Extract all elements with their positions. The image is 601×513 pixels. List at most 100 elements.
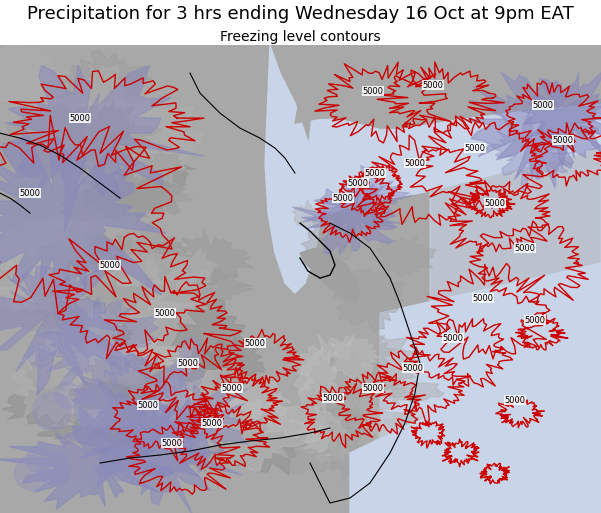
Text: 5000: 5000 (347, 179, 368, 188)
Polygon shape (37, 421, 137, 445)
Polygon shape (84, 422, 148, 473)
Polygon shape (60, 101, 204, 182)
Polygon shape (0, 218, 122, 266)
Text: 5000: 5000 (484, 199, 505, 208)
Text: 5000: 5000 (465, 144, 486, 152)
Polygon shape (99, 222, 194, 282)
Polygon shape (263, 406, 345, 438)
Polygon shape (334, 162, 409, 223)
Text: 5000: 5000 (403, 364, 424, 372)
Polygon shape (58, 419, 116, 492)
Polygon shape (376, 236, 436, 278)
Polygon shape (198, 410, 313, 475)
Polygon shape (377, 437, 428, 468)
Polygon shape (328, 402, 361, 453)
Polygon shape (300, 45, 601, 223)
Text: 5000: 5000 (177, 359, 198, 367)
Polygon shape (79, 338, 184, 381)
Polygon shape (0, 406, 174, 510)
Polygon shape (266, 290, 308, 363)
Polygon shape (0, 125, 166, 299)
Circle shape (123, 420, 137, 435)
Polygon shape (325, 405, 356, 431)
Polygon shape (60, 190, 149, 222)
Polygon shape (492, 112, 572, 191)
Polygon shape (41, 208, 131, 282)
Polygon shape (40, 343, 144, 405)
Polygon shape (0, 266, 129, 396)
Polygon shape (61, 356, 172, 407)
Text: 5000: 5000 (162, 439, 183, 447)
Text: 5000: 5000 (362, 384, 383, 392)
Polygon shape (321, 376, 406, 403)
Polygon shape (326, 427, 392, 483)
Text: Precipitation for 3 hrs ending Wednesday 16 Oct at 9pm EAT: Precipitation for 3 hrs ending Wednesday… (27, 5, 574, 23)
Polygon shape (291, 333, 374, 395)
Polygon shape (465, 72, 601, 188)
Polygon shape (26, 350, 75, 401)
Polygon shape (295, 45, 601, 128)
Polygon shape (300, 185, 412, 239)
Polygon shape (165, 230, 254, 289)
Polygon shape (334, 269, 404, 333)
Polygon shape (325, 335, 397, 369)
Circle shape (77, 383, 94, 400)
Polygon shape (293, 200, 319, 227)
Text: 5000: 5000 (100, 261, 120, 269)
Polygon shape (292, 188, 403, 254)
Circle shape (50, 465, 69, 484)
Polygon shape (174, 401, 210, 435)
Polygon shape (380, 263, 601, 513)
Polygon shape (47, 218, 150, 260)
Text: 5000: 5000 (332, 193, 353, 203)
Circle shape (14, 456, 49, 490)
Polygon shape (94, 398, 243, 513)
Text: Freezing level contours: Freezing level contours (220, 30, 381, 44)
Polygon shape (38, 292, 159, 390)
Circle shape (188, 417, 212, 441)
Polygon shape (274, 449, 341, 475)
Polygon shape (80, 129, 182, 218)
Polygon shape (0, 45, 601, 513)
Polygon shape (79, 234, 154, 323)
Circle shape (37, 451, 70, 485)
Text: 5000: 5000 (222, 384, 242, 392)
Polygon shape (103, 249, 161, 287)
Polygon shape (164, 247, 218, 289)
Polygon shape (0, 287, 88, 331)
Polygon shape (139, 360, 249, 473)
Polygon shape (64, 378, 208, 488)
Text: 5000: 5000 (423, 81, 444, 90)
Circle shape (175, 424, 207, 456)
Polygon shape (329, 337, 419, 392)
Text: 5000: 5000 (525, 315, 546, 325)
Text: 5000: 5000 (154, 308, 175, 318)
Polygon shape (3, 66, 205, 232)
Circle shape (26, 447, 51, 472)
Polygon shape (69, 381, 133, 411)
Text: 5000: 5000 (19, 189, 40, 198)
Polygon shape (384, 410, 433, 439)
Polygon shape (65, 106, 162, 170)
Polygon shape (58, 50, 153, 103)
Polygon shape (301, 212, 356, 267)
Polygon shape (300, 354, 381, 424)
Polygon shape (0, 218, 93, 279)
Circle shape (76, 388, 115, 427)
Polygon shape (58, 372, 120, 428)
Polygon shape (359, 402, 385, 470)
Polygon shape (265, 45, 320, 293)
Text: 5000: 5000 (245, 339, 266, 347)
Text: 5000: 5000 (442, 333, 463, 343)
Polygon shape (39, 364, 103, 422)
Polygon shape (148, 379, 194, 449)
Polygon shape (97, 313, 133, 358)
Text: 5000: 5000 (532, 101, 554, 110)
Polygon shape (169, 399, 235, 472)
Polygon shape (0, 251, 107, 296)
Circle shape (170, 358, 203, 390)
Polygon shape (151, 242, 189, 273)
Circle shape (35, 349, 47, 361)
Circle shape (28, 344, 52, 368)
Text: 5000: 5000 (472, 293, 493, 303)
